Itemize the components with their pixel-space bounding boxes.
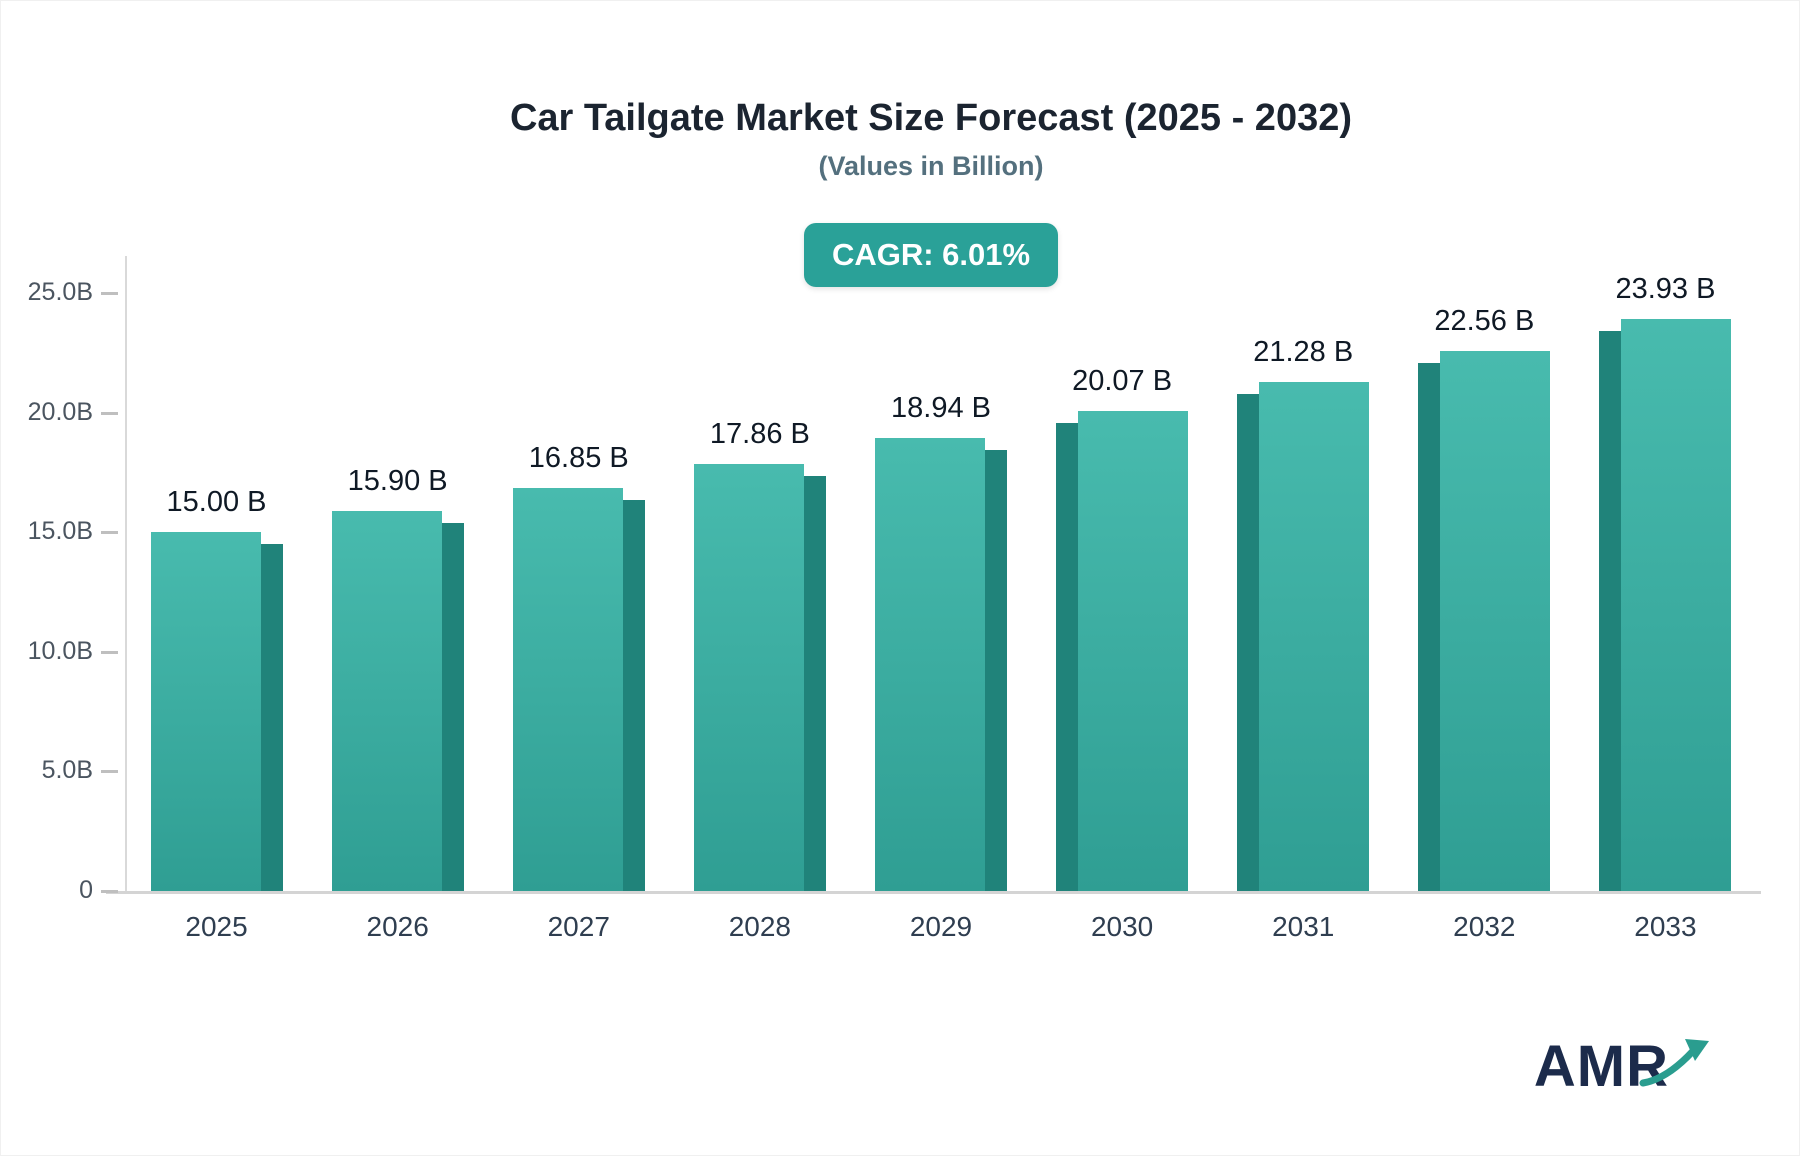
y-axis-label: 20.0B: [27, 397, 93, 426]
x-axis-line: [106, 891, 1761, 894]
bar-value-label: 15.00 B: [166, 486, 267, 519]
bar-face: [1621, 318, 1732, 891]
x-axis-label: 2032: [1453, 911, 1516, 942]
bar-face: [512, 487, 623, 891]
chart-title: Car Tailgate Market Size Forecast (2025 …: [509, 97, 1352, 139]
growth-arrow-icon: [1639, 1038, 1709, 1086]
x-axis-label: 2026: [366, 911, 429, 942]
bar: [1599, 318, 1732, 891]
y-axis-tick: [101, 292, 118, 295]
y-axis-label: 5.0B: [41, 756, 93, 785]
y-axis-label: 0: [79, 876, 93, 904]
bar-value-label: 20.07 B: [1072, 364, 1173, 397]
x-axis-label: 2027: [547, 911, 610, 942]
bar-value-label: 15.90 B: [347, 464, 448, 497]
amr-logo-text: AMR: [1533, 1034, 1669, 1099]
bar-face: [331, 510, 442, 891]
bar-face: [1078, 410, 1189, 891]
bar-face: [1440, 351, 1551, 891]
x-axis-label: 2025: [185, 911, 248, 942]
y-axis-tick: [101, 411, 118, 415]
bar-side-face: [1237, 393, 1260, 891]
x-axis-label: 2031: [1272, 911, 1335, 942]
y-axis-label: 15.0B: [27, 517, 93, 546]
bar-side-face: [803, 475, 826, 891]
bar-face: [1259, 381, 1370, 891]
bar-side-face: [260, 544, 283, 891]
x-axis-label: 2028: [728, 911, 792, 942]
bar-side-face: [1418, 363, 1441, 891]
bar: [693, 463, 826, 891]
bar-face: [875, 437, 985, 891]
bar: [1237, 381, 1370, 891]
bar-value-label: 23.93 B: [1615, 272, 1716, 305]
bar-side-face: [985, 449, 1007, 891]
bar: [875, 437, 1007, 891]
y-axis-line: [125, 256, 127, 891]
bar-side-face: [441, 522, 464, 891]
bar-value-label: 17.86 B: [709, 417, 810, 450]
bar-value-label: 21.28 B: [1253, 335, 1354, 368]
bar-side-face: [622, 499, 645, 891]
bar-value-label: 18.94 B: [891, 391, 991, 424]
bar-side-face: [1599, 330, 1622, 891]
bar: [1418, 351, 1551, 891]
bar-face: [150, 532, 261, 891]
x-axis-label: 2029: [909, 911, 973, 942]
x-axis-label: 2033: [1634, 911, 1697, 942]
cagr-badge: CAGR: 6.01%: [803, 223, 1059, 287]
y-axis-tick: [101, 890, 118, 893]
x-axis-label: 2030: [1090, 911, 1154, 942]
amr-logo: AMR: [1534, 1033, 1713, 1100]
bar-side-face: [1056, 422, 1079, 891]
y-axis-label: 10.0B: [27, 636, 93, 665]
y-axis-tick: [101, 650, 118, 654]
bar: [150, 532, 283, 891]
y-axis-tick: [101, 770, 118, 774]
bar: [331, 510, 464, 891]
bar-face: [693, 463, 804, 891]
cagr-badge-container: CAGR: 6.01%: [31, 223, 1799, 287]
bar-value-label: 16.85 B: [528, 441, 629, 474]
bar-value-label: 22.56 B: [1434, 305, 1535, 338]
bar: [512, 487, 645, 891]
bar: [1056, 410, 1189, 891]
y-axis-tick: [101, 531, 118, 535]
chart-subtitle: (Values in Billion): [818, 151, 1044, 181]
y-axis-label: 25.0B: [27, 278, 93, 306]
